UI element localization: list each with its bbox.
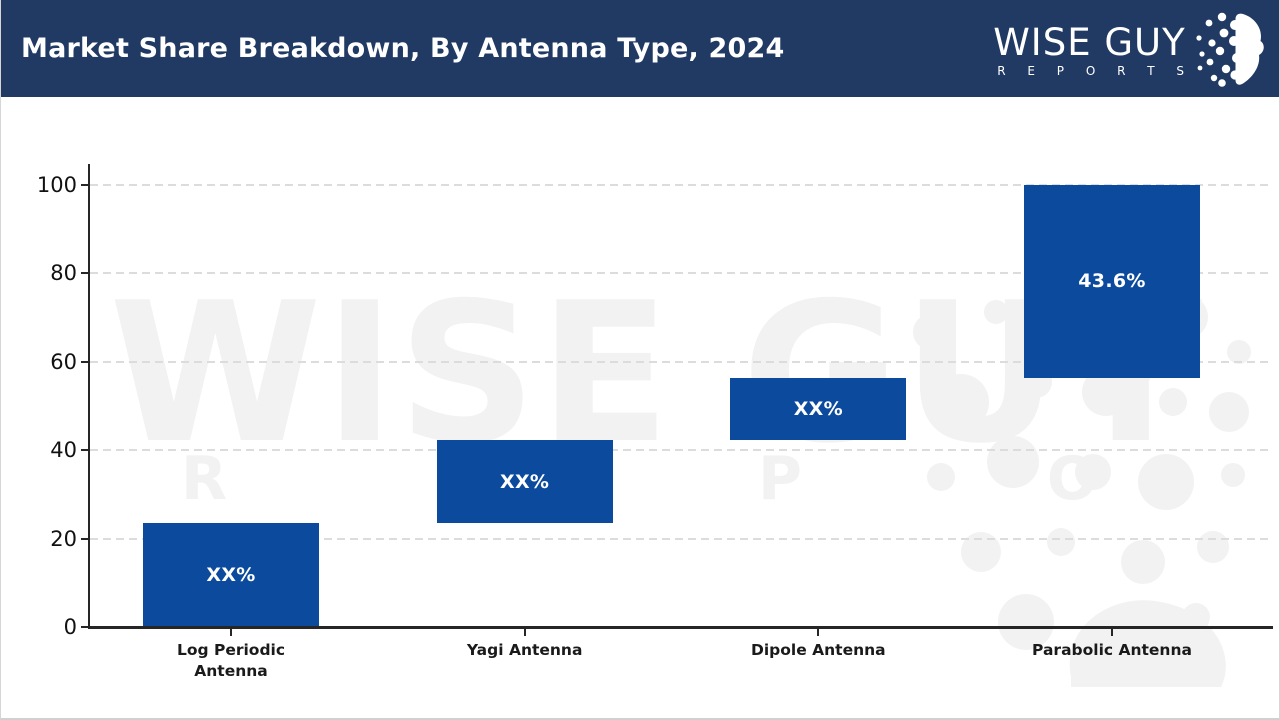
y-tick-label-60: 60 bbox=[50, 349, 77, 374]
x-tick-label-dipole-antenna: Dipole Antenna bbox=[751, 641, 886, 659]
x-tick-mark-dipole-antenna bbox=[817, 629, 820, 636]
bar-log-periodic-antenna: XX% bbox=[143, 523, 319, 627]
logo-wordmark: WISE GUY bbox=[993, 20, 1186, 64]
bar-yagi-antenna: XX% bbox=[436, 440, 613, 524]
x-tick-label-parabolic-antenna: Parabolic Antenna bbox=[1032, 641, 1192, 659]
y-tick-mark-40 bbox=[81, 449, 88, 452]
bar-value-label: 43.6% bbox=[1078, 270, 1146, 293]
x-tick-label-log-periodic-antenna: Log Periodic Antenna bbox=[176, 641, 286, 680]
gridline-y-40 bbox=[90, 449, 1273, 452]
bar-dipole-antenna: XX% bbox=[730, 377, 907, 441]
gridline-y-100 bbox=[90, 184, 1273, 186]
x-tick-mark-parabolic-antenna bbox=[1111, 629, 1113, 636]
header-band: Market Share Breakdown, By Antenna Type,… bbox=[1, 0, 1279, 97]
y-tick-label-80: 80 bbox=[50, 261, 77, 286]
chart-title: Market Share Breakdown, By Antenna Type,… bbox=[21, 33, 785, 64]
x-axis bbox=[88, 626, 1273, 629]
wise-guy-reports-logo: WISE GUY R E P O R T S bbox=[993, 10, 1265, 90]
y-tick-label-100: 100 bbox=[36, 173, 77, 197]
bar-parabolic-antenna: 43.6% bbox=[1024, 185, 1200, 378]
gridline-y-20 bbox=[90, 537, 1273, 540]
y-tick-mark-100 bbox=[81, 184, 88, 186]
y-tick-label-0: 0 bbox=[63, 615, 77, 639]
y-tick-mark-0 bbox=[81, 626, 88, 628]
bar-value-label: XX% bbox=[500, 470, 550, 493]
dotted-head-profile-icon bbox=[1196, 12, 1264, 87]
y-tick-mark-80 bbox=[81, 272, 88, 275]
gridline-y-60 bbox=[90, 360, 1273, 363]
y-tick-mark-60 bbox=[81, 360, 88, 363]
gridline-y-80 bbox=[90, 272, 1273, 275]
y-tick-label-40: 40 bbox=[50, 438, 77, 463]
chart-plot-area: WISE GUY R E P O R T S 020406080100XX%Lo… bbox=[1, 97, 1279, 718]
logo-subtitle: R E P O R T S bbox=[997, 63, 1193, 78]
y-tick-mark-20 bbox=[81, 537, 88, 540]
x-tick-label-yagi-antenna: Yagi Antenna bbox=[466, 641, 583, 659]
logo-text: WISE GUY R E P O R T S bbox=[993, 24, 1193, 77]
bar-value-label: XX% bbox=[793, 397, 843, 420]
bar-value-label: XX% bbox=[206, 564, 256, 587]
y-axis bbox=[88, 164, 90, 629]
x-tick-mark-yagi-antenna bbox=[523, 629, 526, 636]
y-tick-label-20: 20 bbox=[50, 526, 77, 551]
x-tick-mark-log-periodic-antenna bbox=[230, 629, 232, 636]
